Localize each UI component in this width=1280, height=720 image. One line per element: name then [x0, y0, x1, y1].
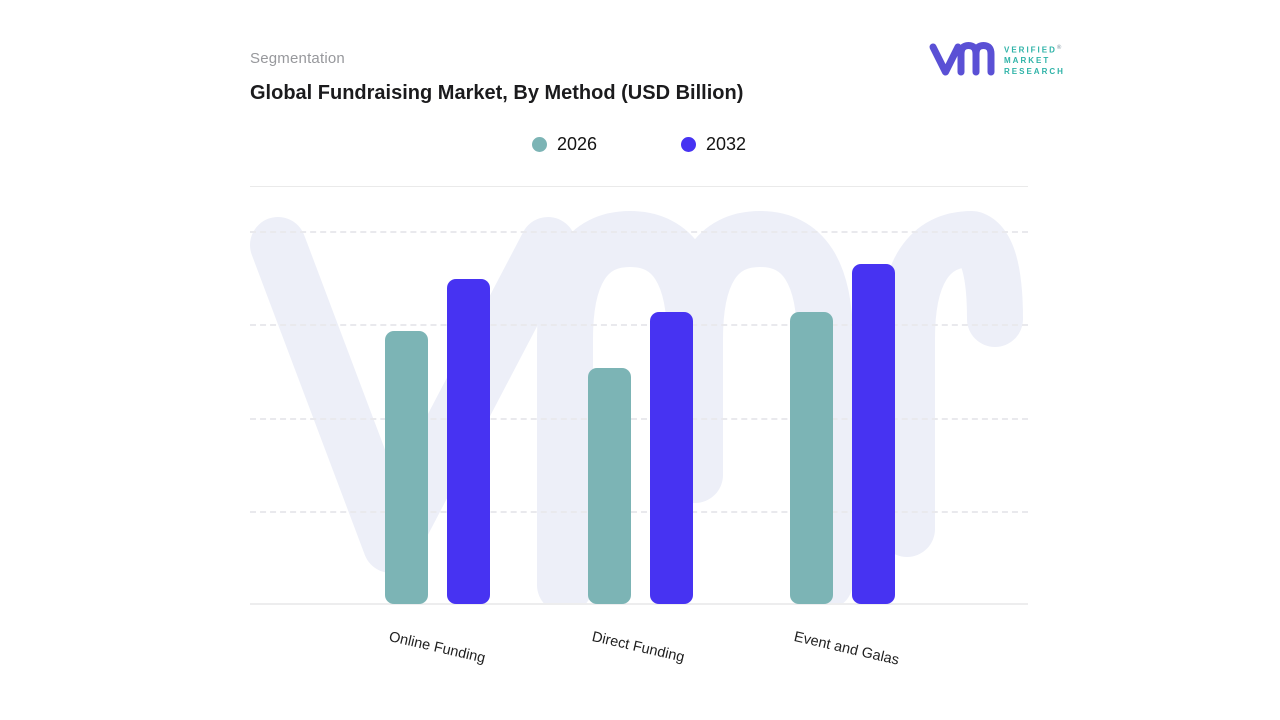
vmr-watermark-icon [250, 211, 1023, 605]
bar-2026-event-and-galas [790, 312, 833, 604]
legend-item-2032: 2032 [681, 134, 746, 155]
legend-label-2032: 2032 [706, 134, 747, 154]
bar-2032-direct-funding [650, 312, 693, 604]
eyebrow-segmentation: Segmentation [250, 50, 345, 67]
x-axis-label-online-funding: Online Funding [387, 629, 487, 667]
vmr-logo-text: VERIFIED® MARKET RESEARCH [1004, 43, 1065, 77]
gridline [250, 231, 1028, 233]
legend-dot-2032 [681, 137, 696, 152]
bar-2026-online-funding [385, 331, 428, 604]
plot-area: Online Funding Direct Funding Event and Ga… [250, 186, 1028, 669]
bar-2032-event-and-galas [852, 264, 895, 604]
bar-2032-online-funding [447, 279, 490, 604]
logo-line-verified: VERIFIED [1004, 45, 1057, 55]
bar-2026-direct-funding [588, 368, 631, 604]
legend-item-2026: 2026 [531, 134, 597, 155]
chart-title: Global Fundraising Market, By Method (US… [250, 82, 744, 104]
vmr-logo: VERIFIED® MARKET RESEARCH [928, 36, 1065, 82]
registered-trademark-symbol: ® [1056, 45, 1062, 51]
legend-label-2026: 2026 [556, 134, 597, 154]
chart-legend: 2026 2032 [250, 134, 1028, 155]
legend-dot-2026 [531, 137, 547, 152]
logo-line-research: RESEARCH [1004, 66, 1065, 76]
x-axis-label-direct-funding: Direct Funding [590, 629, 686, 666]
gridline [250, 418, 1028, 420]
vmr-logo-mark-icon [929, 42, 995, 76]
gridline [250, 511, 1028, 513]
logo-line-market: MARKET [1004, 56, 1051, 66]
gridline [250, 324, 1028, 326]
x-axis-baseline [250, 603, 1028, 605]
x-axis-label-event-and-galas: Event and Galas [792, 629, 901, 669]
